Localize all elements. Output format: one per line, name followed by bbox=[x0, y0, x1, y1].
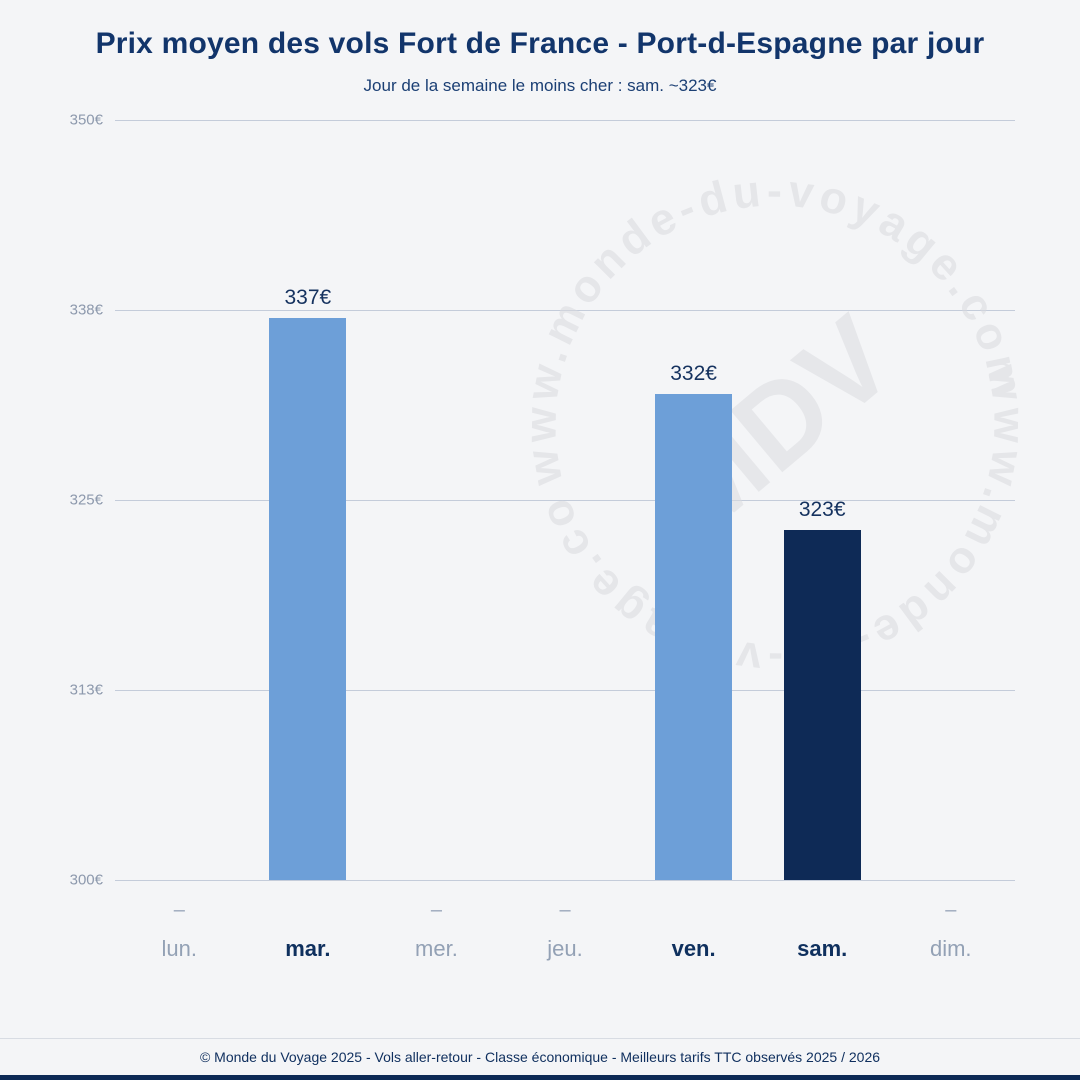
y-axis-tick-label: 300€ bbox=[69, 871, 103, 889]
y-axis-tick-label: 338€ bbox=[69, 301, 103, 319]
chart-column-lun bbox=[115, 120, 244, 880]
x-axis-cell-sam: sam. bbox=[758, 892, 887, 962]
chart-column-mer bbox=[372, 120, 501, 880]
bar-chart: 350€ 338€ 325€ 313€ 300€ www.monde-du-voyage… bbox=[70, 112, 1030, 889]
x-axis-cell-jeu: – jeu. bbox=[501, 892, 630, 962]
day-label-mer: mer. bbox=[415, 936, 458, 961]
y-axis-tick-label: 313€ bbox=[69, 681, 103, 699]
chart-column-jeu bbox=[501, 120, 630, 880]
footer-text: © Monde du Voyage 2025 - Vols aller-reto… bbox=[199, 1049, 881, 1065]
x-axis-cell-mer: – mer. bbox=[372, 892, 501, 962]
gridline bbox=[115, 880, 1015, 881]
no-data-marker: – bbox=[559, 899, 571, 921]
bar-mar bbox=[269, 317, 347, 880]
y-axis-tick-label: 325€ bbox=[69, 491, 103, 509]
gridline bbox=[115, 310, 1015, 311]
bar-value-label-sam: 323€ bbox=[798, 498, 846, 522]
chart-column-mar: 337€ bbox=[244, 120, 373, 880]
y-axis-tick-label: 350€ bbox=[69, 111, 103, 129]
chart-column-ven: 332€ bbox=[629, 120, 758, 880]
x-axis-cell-ven: ven. bbox=[629, 892, 758, 962]
page-subtitle: Jour de la semaine le moins cher : sam. … bbox=[363, 76, 717, 95]
bar-value-label-ven: 332€ bbox=[670, 361, 717, 385]
chart-grid: 350€ 338€ 325€ 313€ 300€ bbox=[70, 112, 1015, 889]
gridline bbox=[115, 500, 1015, 501]
day-label-dim: dim. bbox=[929, 936, 972, 961]
x-axis-cell-dim: – dim. bbox=[886, 892, 1015, 962]
day-label-jeu: jeu. bbox=[547, 936, 583, 961]
bar-ven bbox=[655, 393, 733, 880]
no-data-marker: – bbox=[945, 899, 957, 921]
day-label-ven: ven. bbox=[671, 936, 716, 961]
chart-bars-area: 337€ 332€ 323€ bbox=[115, 120, 1015, 880]
day-label-sam: sam. bbox=[797, 936, 848, 961]
bar-sam bbox=[783, 530, 861, 880]
no-data-marker: – bbox=[173, 899, 185, 921]
gridline bbox=[115, 690, 1015, 691]
bottom-accent-bar bbox=[0, 1075, 1080, 1080]
x-axis-cell-mar: mar. bbox=[244, 892, 373, 962]
chart-column-sam: 323€ bbox=[758, 120, 887, 880]
gridline bbox=[115, 120, 1015, 121]
no-data-marker: – bbox=[430, 899, 442, 921]
page-title: Prix moyen des vols Fort de France - Por… bbox=[95, 27, 985, 60]
bar-value-label-mar: 337€ bbox=[284, 285, 332, 309]
footer-separator bbox=[0, 1038, 1080, 1039]
day-label-mar: mar. bbox=[285, 936, 331, 961]
chart-column-dim bbox=[886, 120, 1015, 880]
x-axis-cell-lun: – lun. bbox=[115, 892, 244, 962]
day-label-lun: lun. bbox=[161, 936, 198, 961]
x-axis: – lun. mar. – mer. – jeu. ven. sam. – dim. bbox=[115, 892, 1015, 962]
